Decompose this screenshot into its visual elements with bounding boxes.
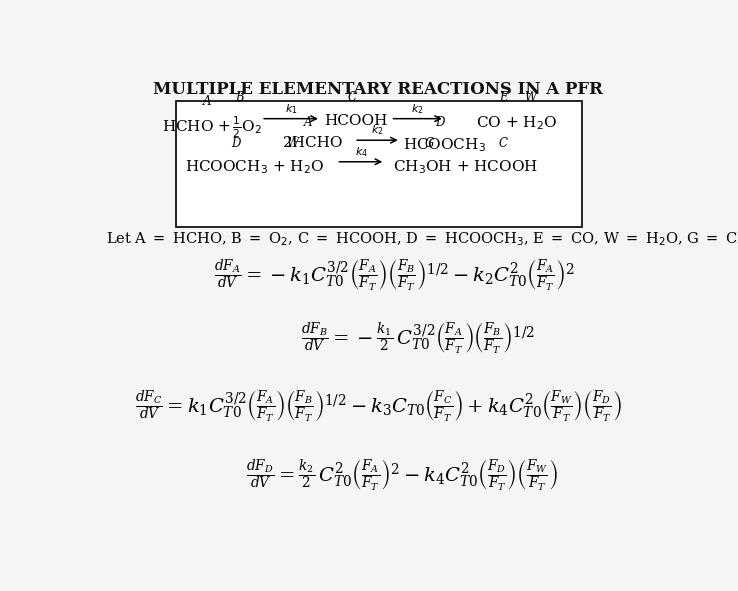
Text: $k_2$: $k_2$ <box>371 124 384 137</box>
Text: HCOOCH$_3$ $+$ H$_2$O: HCOOCH$_3$ $+$ H$_2$O <box>185 158 325 176</box>
Text: $k_2$: $k_2$ <box>412 102 424 116</box>
Text: Let A $=$ HCHO, B $=$ O$_2$, C $=$ HCOOH, D $=$ HCOOCH$_3$, E $=$ CO, W $=$ H$_2: Let A $=$ HCHO, B $=$ O$_2$, C $=$ HCOOH… <box>106 230 738 248</box>
Text: A: A <box>303 116 312 129</box>
Text: D: D <box>231 137 241 150</box>
FancyBboxPatch shape <box>176 101 582 227</box>
Text: CO $+$ H$_2$O: CO $+$ H$_2$O <box>477 114 557 132</box>
Text: MULTIPLE ELEMENTARY REACTIONS IN A PFR: MULTIPLE ELEMENTARY REACTIONS IN A PFR <box>154 81 603 98</box>
Text: $\frac{dF_C}{dV} = k_1C_{T0}^{3/2}\left(\frac{F_A}{F_T}\right)\left(\frac{F_B}{F: $\frac{dF_C}{dV} = k_1C_{T0}^{3/2}\left(… <box>135 389 621 424</box>
Text: B: B <box>235 91 244 104</box>
Text: $k_1$: $k_1$ <box>285 102 297 116</box>
Text: $\frac{dF_D}{dV} = \frac{k_2}{2}\,C_{T0}^{2}\left(\frac{F_A}{F_T}\right)^{2} - k: $\frac{dF_D}{dV} = \frac{k_2}{2}\,C_{T0}… <box>246 458 558 493</box>
Text: W: W <box>286 137 298 150</box>
Text: $\frac{dF_A}{dV} = -k_1C_{T0}^{3/2}\left(\frac{F_A}{F_T}\right)\left(\frac{F_B}{: $\frac{dF_A}{dV} = -k_1C_{T0}^{3/2}\left… <box>214 258 575 293</box>
Text: A: A <box>203 95 211 108</box>
Text: HCOOH: HCOOH <box>324 114 387 128</box>
Text: HCHO $+\,\frac{1}{2}$O$_2$: HCHO $+\,\frac{1}{2}$O$_2$ <box>162 114 262 139</box>
Text: C: C <box>498 137 508 150</box>
Text: D: D <box>435 116 444 129</box>
Text: 2HCHO: 2HCHO <box>283 137 343 150</box>
Text: HCOOCH$_3$: HCOOCH$_3$ <box>404 137 486 154</box>
Text: CH$_3$OH $+$ HCOOH: CH$_3$OH $+$ HCOOH <box>393 158 538 176</box>
Text: $\frac{dF_B}{dV} = -\frac{k_1}{2}\,C_{T0}^{3/2}\left(\frac{F_A}{F_T}\right)\left: $\frac{dF_B}{dV} = -\frac{k_1}{2}\,C_{T0… <box>300 320 535 356</box>
Text: $k_4$: $k_4$ <box>355 145 368 159</box>
Text: G: G <box>424 137 434 150</box>
Text: E: E <box>499 91 507 104</box>
Text: W: W <box>524 91 537 104</box>
Text: C: C <box>348 91 356 104</box>
